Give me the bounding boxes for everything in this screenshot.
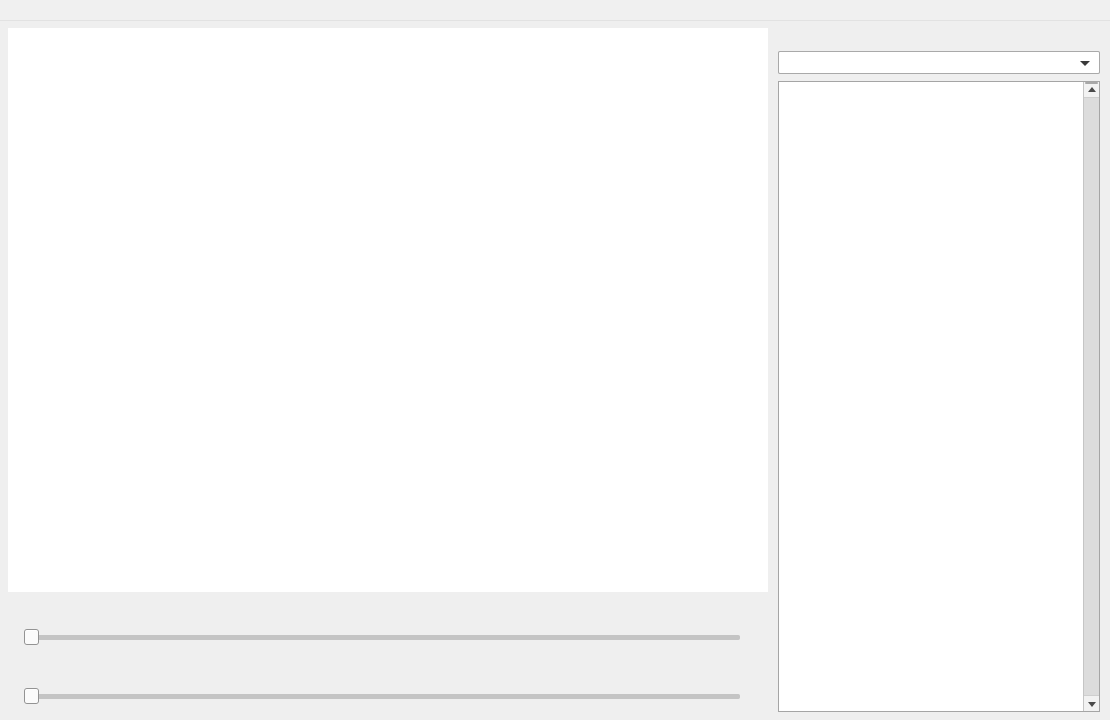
vertical-scrollbar[interactable] (1083, 82, 1099, 711)
chevron-down-icon (1080, 61, 1090, 66)
azimuth-slider-track[interactable] (24, 635, 740, 640)
scrollbar-thumb[interactable] (1085, 82, 1098, 84)
azimuth-slider[interactable] (24, 628, 740, 646)
plot-type-combobox[interactable] (778, 51, 1100, 74)
plot-figure (8, 28, 768, 592)
elevation-slider-track[interactable] (24, 694, 740, 699)
azimuth-slider-handle[interactable] (24, 629, 39, 645)
menu-bar (0, 0, 1110, 21)
scroll-up-button[interactable] (1084, 82, 1099, 98)
scroll-down-button[interactable] (1084, 695, 1099, 711)
elevation-slider[interactable] (24, 687, 740, 705)
elevation-slider-handle[interactable] (24, 688, 39, 704)
3d-wireframe-plot (8, 28, 768, 592)
arrow-down-icon (1087, 702, 1096, 707)
arrow-up-icon (1087, 87, 1096, 92)
data-table (778, 81, 1100, 712)
